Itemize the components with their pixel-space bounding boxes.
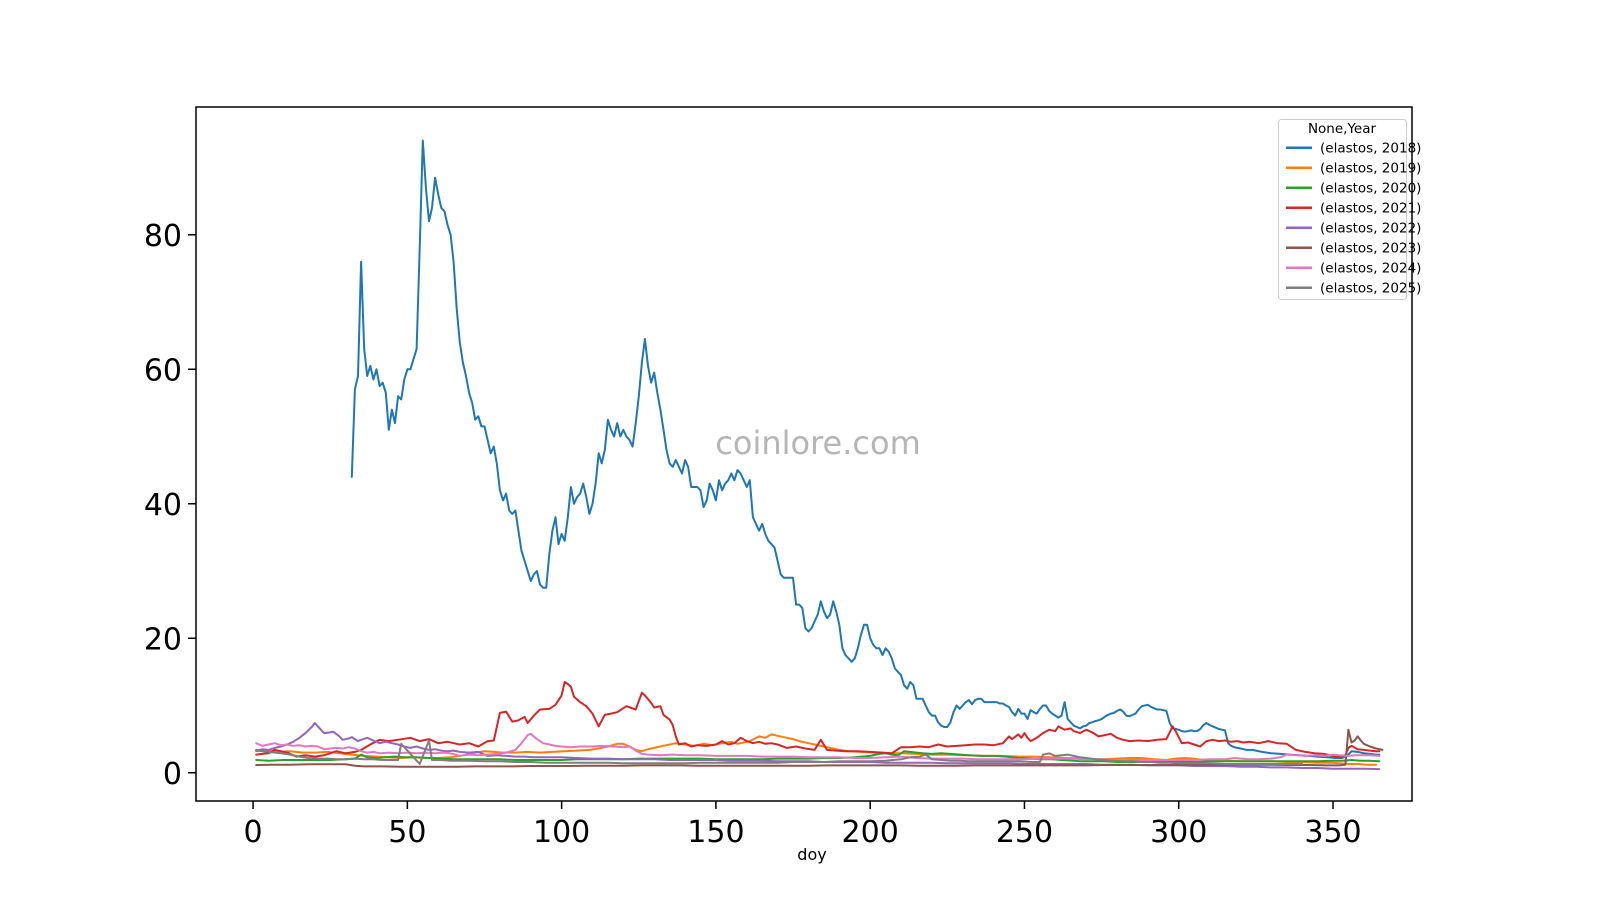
x-tick-label: 250 bbox=[996, 815, 1053, 850]
legend-entry-label: (elastos, 2018) bbox=[1320, 141, 1421, 157]
legend-entry-label: (elastos, 2019) bbox=[1320, 161, 1421, 177]
legend-entry-elastos-2021: (elastos, 2021) bbox=[1286, 201, 1421, 217]
watermark: coinlore.com bbox=[715, 424, 920, 462]
x-axis-ticks: 0 50 100 150 200 250 300 350 bbox=[244, 801, 1362, 850]
y-tick-label: 0 bbox=[163, 757, 182, 792]
y-tick-label: 60 bbox=[144, 353, 182, 388]
x-tick-label: 100 bbox=[533, 815, 590, 850]
legend-entry-elastos-2025: (elastos, 2025) bbox=[1286, 281, 1421, 297]
legend-entry-elastos-2020: (elastos, 2020) bbox=[1286, 181, 1421, 197]
x-tick-label: 150 bbox=[687, 815, 744, 850]
legend-entry-elastos-2024: (elastos, 2024) bbox=[1286, 261, 1421, 277]
series-line-elastos-2025 bbox=[255, 739, 1304, 765]
x-tick-label: 300 bbox=[1150, 815, 1207, 850]
legend-entry-label: (elastos, 2023) bbox=[1320, 241, 1421, 257]
series-line-elastos-2018 bbox=[350, 139, 1381, 759]
legend: None,Year (elastos, 2018) (elastos, 2019)… bbox=[1278, 119, 1421, 300]
y-axis-ticks: 0 20 40 60 80 bbox=[144, 219, 196, 792]
legend-entry-elastos-2019: (elastos, 2019) bbox=[1286, 161, 1421, 177]
legend-entry-label: (elastos, 2024) bbox=[1320, 261, 1421, 277]
legend-title: None,Year bbox=[1308, 121, 1377, 137]
x-tick-label: 200 bbox=[842, 815, 899, 850]
series-line-elastos-2020 bbox=[255, 750, 1381, 763]
y-tick-label: 20 bbox=[144, 622, 182, 657]
legend-entries: (elastos, 2018) (elastos, 2019) (elastos, … bbox=[1286, 141, 1421, 297]
x-tick-label: 350 bbox=[1304, 815, 1361, 850]
legend-entry-elastos-2018: (elastos, 2018) bbox=[1286, 141, 1421, 157]
legend-entry-elastos-2022: (elastos, 2022) bbox=[1286, 221, 1421, 237]
legend-entry-label: (elastos, 2025) bbox=[1320, 281, 1421, 297]
legend-entry-elastos-2023: (elastos, 2023) bbox=[1286, 241, 1421, 257]
x-tick-label: 0 bbox=[244, 815, 263, 850]
series-lines bbox=[255, 139, 1384, 771]
x-axis-label: doy bbox=[797, 845, 826, 864]
series-line-elastos-2024 bbox=[255, 732, 1381, 761]
y-tick-label: 40 bbox=[144, 488, 182, 523]
series-line-elastos-2021 bbox=[255, 681, 1381, 758]
legend-entry-label: (elastos, 2020) bbox=[1320, 181, 1421, 197]
x-tick-label: 50 bbox=[388, 815, 426, 850]
plot-border bbox=[195, 106, 1413, 802]
series-line-elastos-2023 bbox=[255, 728, 1384, 768]
legend-box bbox=[1278, 119, 1407, 300]
legend-entry-label: (elastos, 2021) bbox=[1320, 201, 1421, 217]
legend-entry-label: (elastos, 2022) bbox=[1320, 221, 1421, 237]
y-tick-label: 80 bbox=[144, 219, 182, 254]
